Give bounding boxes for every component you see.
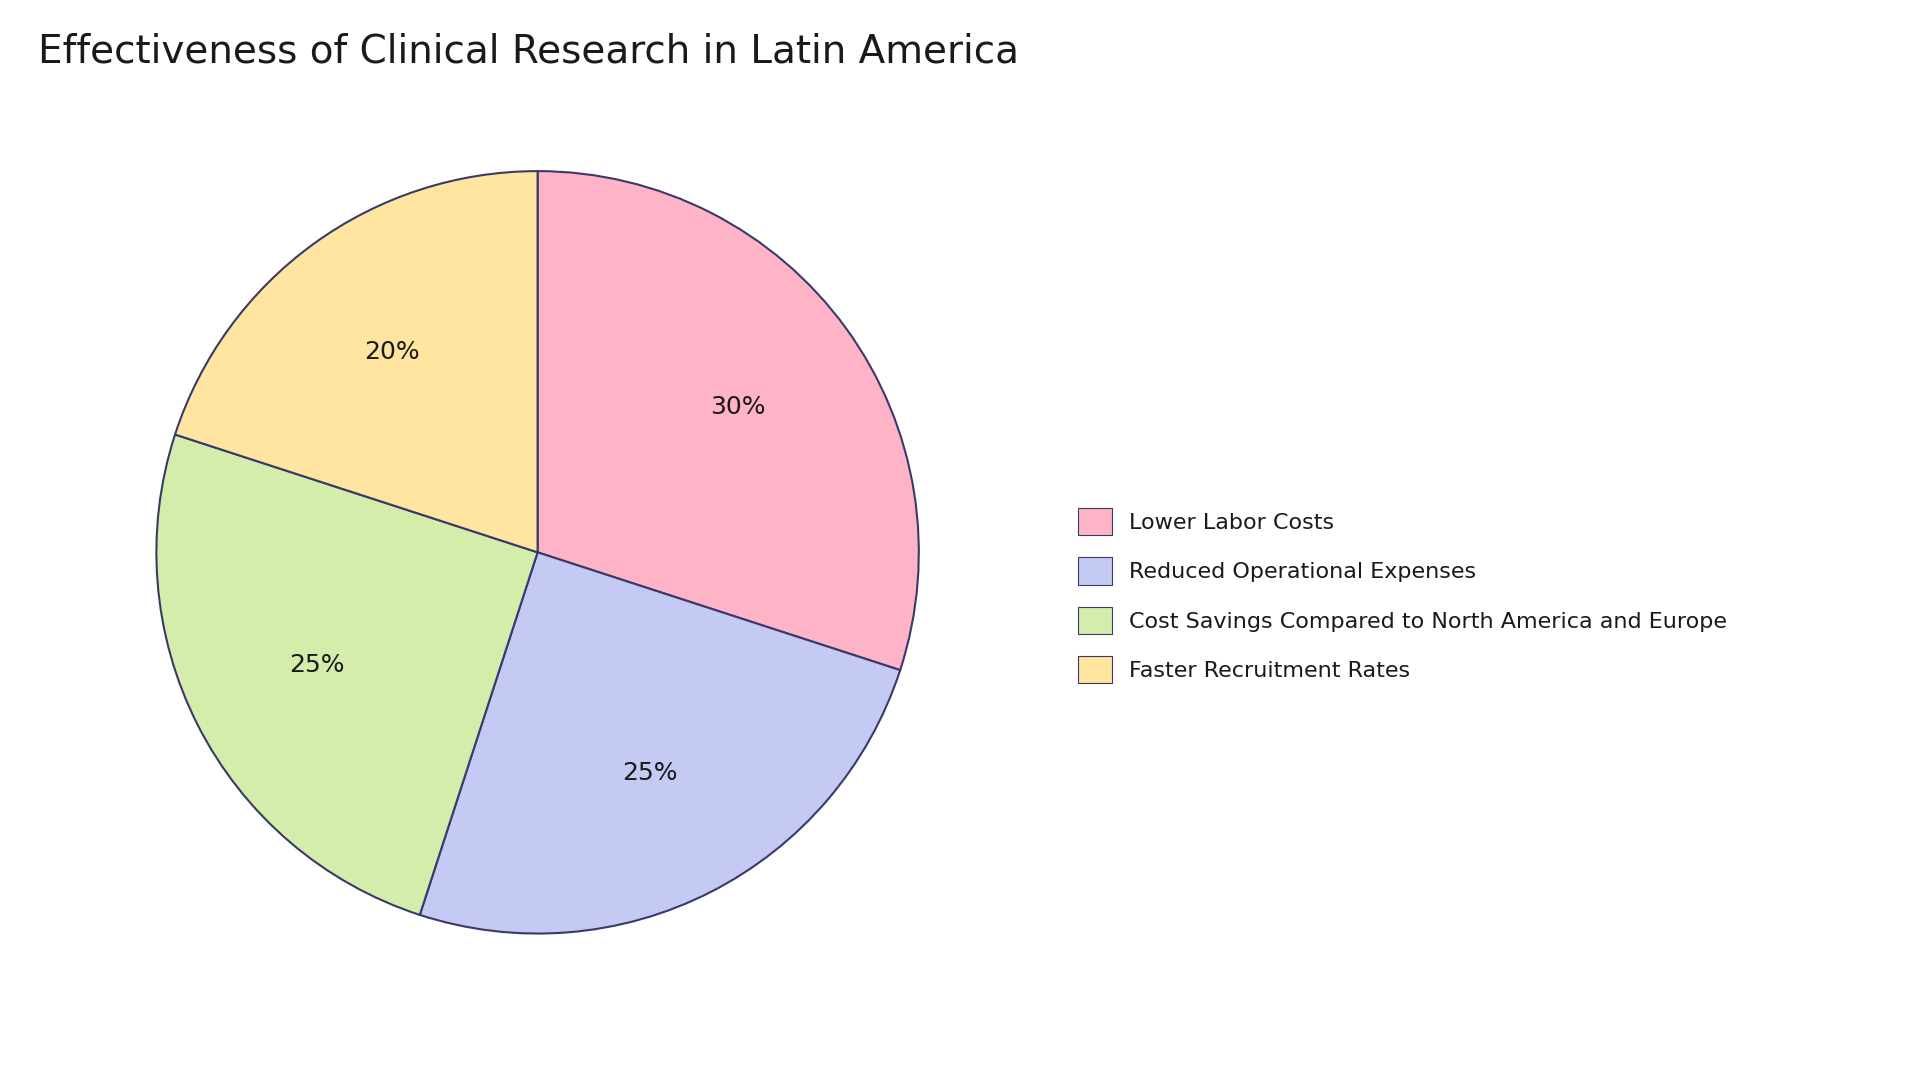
Legend: Lower Labor Costs, Reduced Operational Expenses, Cost Savings Compared to North : Lower Labor Costs, Reduced Operational E… — [1068, 497, 1738, 694]
Wedge shape — [538, 171, 920, 670]
Text: 20%: 20% — [365, 340, 420, 364]
Text: Effectiveness of Clinical Research in Latin America: Effectiveness of Clinical Research in La… — [38, 32, 1020, 70]
Wedge shape — [156, 434, 538, 915]
Text: 30%: 30% — [710, 394, 766, 419]
Text: 25%: 25% — [622, 761, 678, 785]
Wedge shape — [420, 552, 900, 934]
Text: 25%: 25% — [290, 653, 344, 677]
Wedge shape — [175, 171, 538, 552]
